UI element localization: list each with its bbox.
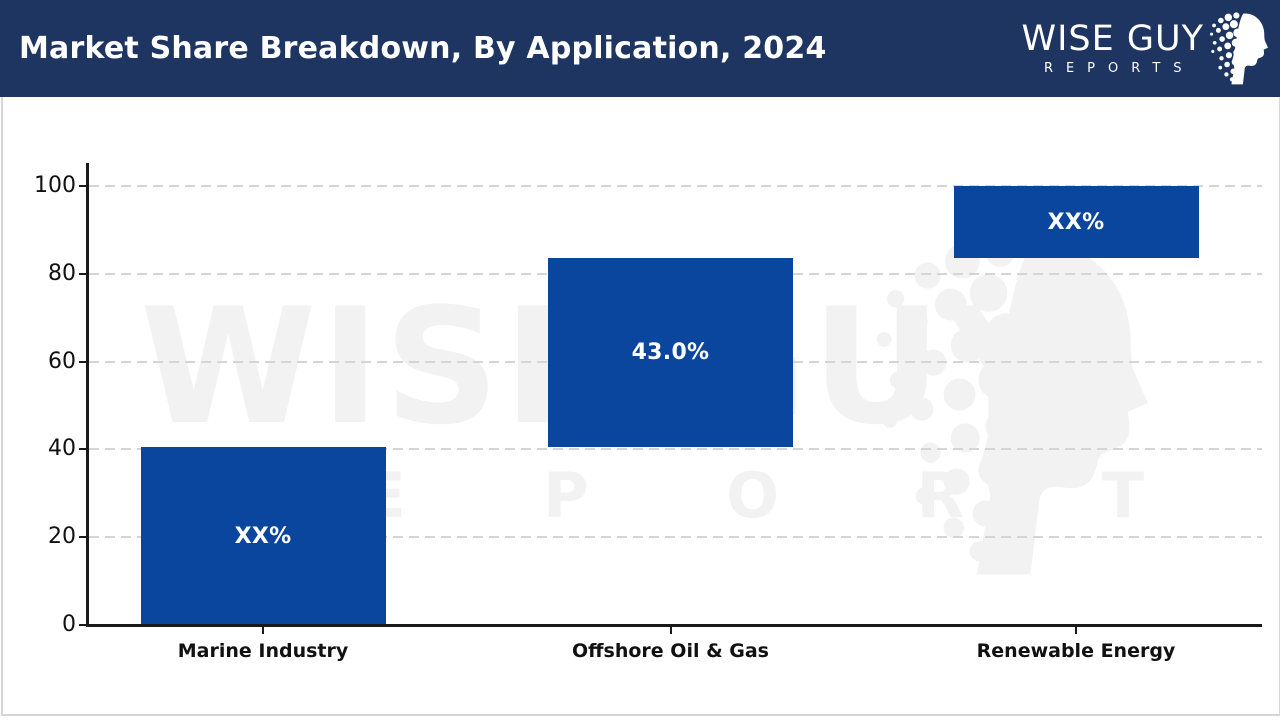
x-axis-label: Renewable Energy xyxy=(976,640,1176,662)
bar-value-label: XX% xyxy=(1047,209,1105,235)
x-axis-tick xyxy=(669,626,672,634)
y-axis-label: 80 xyxy=(48,260,76,286)
page-title: Market Share Breakdown, By Application, … xyxy=(19,31,827,66)
logo-wordmark: WISE GUY xyxy=(1021,18,1204,59)
y-axis-label: 100 xyxy=(34,173,76,198)
y-axis-tick xyxy=(79,536,88,539)
x-axis-tick xyxy=(262,626,264,634)
wiseguy-logo-text: WISE GUY REPORTS xyxy=(1021,18,1204,76)
y-axis-tick xyxy=(79,624,88,626)
y-axis-tick xyxy=(79,185,88,187)
y-axis-tick xyxy=(79,360,88,363)
y-axis-label: 0 xyxy=(62,612,76,637)
bar-segment: XX% xyxy=(953,186,1199,259)
bar-value-label: XX% xyxy=(234,523,292,549)
y-axis-label: 60 xyxy=(48,348,76,374)
x-axis-line xyxy=(86,624,1262,627)
gridline xyxy=(89,448,1262,451)
gridline xyxy=(89,536,1262,539)
y-axis-tick xyxy=(79,448,88,451)
chart-area: WISE GUY R E P O R T S 0 20 40 60 80 100 XX% 43… xyxy=(0,97,1280,720)
x-axis-label: Marine Industry xyxy=(177,640,349,662)
bar-segment: 43.0% xyxy=(548,258,793,448)
y-axis-tick xyxy=(79,272,88,275)
bar-chart: 0 20 40 60 80 100 XX% 43.0% XX% Marine Industry Of… xyxy=(0,97,1280,720)
wiseguy-face-icon xyxy=(1210,11,1268,84)
y-axis-label: 20 xyxy=(48,524,76,550)
x-axis-label: Offshore Oil & Gas xyxy=(571,640,769,662)
logo-subtitle: REPORTS xyxy=(1043,60,1195,76)
header-bar: Market Share Breakdown, By Application, … xyxy=(0,0,1280,97)
gridline xyxy=(89,185,1262,187)
wiseguy-logo: WISE GUY REPORTS xyxy=(1021,7,1268,91)
bar-value-label: 43.0% xyxy=(631,340,710,366)
y-axis-line xyxy=(86,163,89,627)
bar-segment: XX% xyxy=(140,447,386,625)
y-axis-label: 40 xyxy=(48,436,76,462)
x-axis-tick xyxy=(1075,626,1077,634)
